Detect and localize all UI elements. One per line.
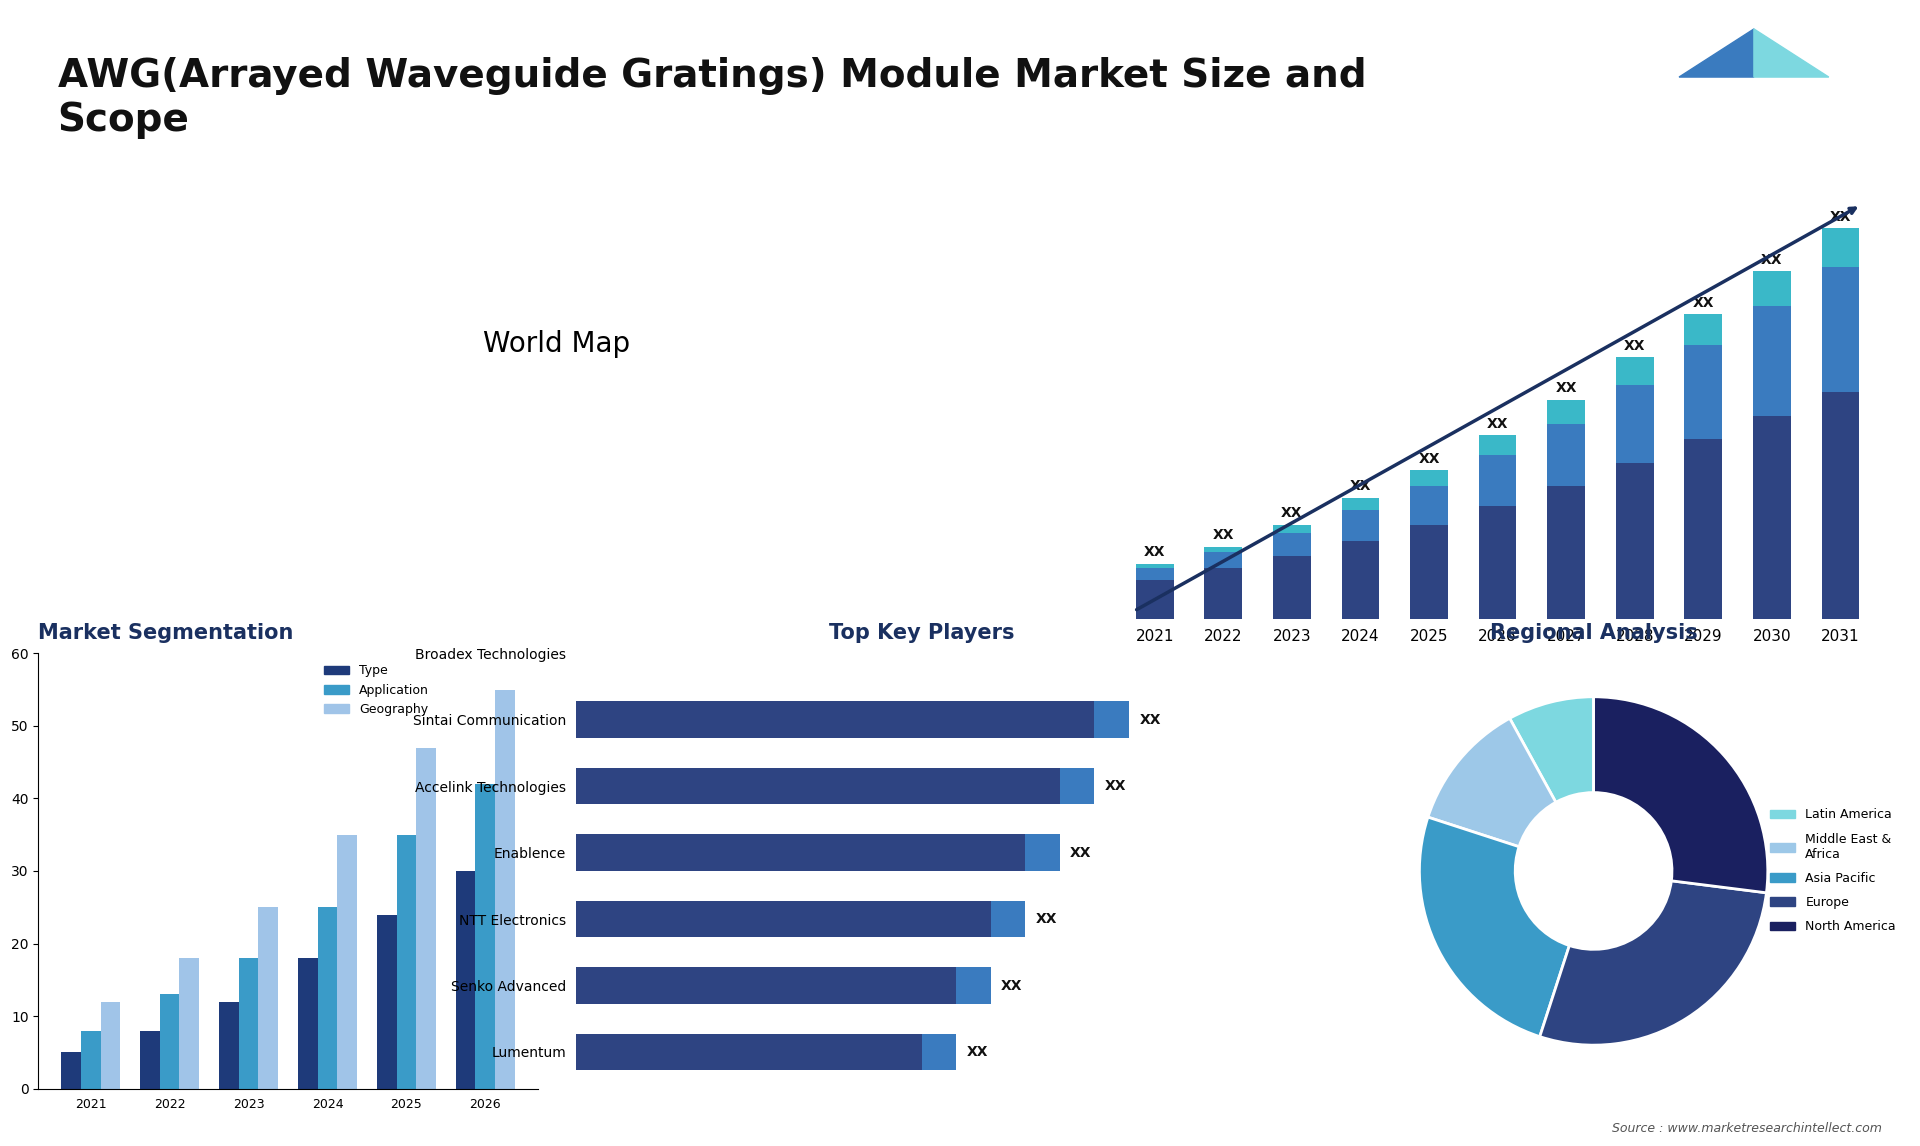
Bar [1273,525,1311,533]
Bar [1342,497,1379,510]
Bar [991,901,1025,937]
Polygon shape [1755,29,1828,77]
Text: XX: XX [1213,528,1235,542]
Bar [1684,345,1722,439]
Bar [1753,416,1791,619]
Bar [1137,564,1173,568]
Wedge shape [1428,719,1555,847]
Bar [495,690,515,1089]
Text: XX: XX [1144,545,1165,559]
Text: Market Segmentation: Market Segmentation [38,623,294,643]
Wedge shape [1509,697,1594,802]
Bar [1409,486,1448,525]
Title: Regional Analysis: Regional Analysis [1490,623,1697,643]
Bar [376,915,397,1089]
Bar [1273,533,1311,556]
Bar [576,967,956,1004]
Bar [1753,306,1791,416]
Bar [140,1030,159,1089]
Bar [61,1052,81,1089]
Bar [455,871,476,1089]
Bar [100,1002,121,1089]
Bar [1478,435,1517,455]
Text: INTELLECT: INTELLECT [1738,129,1795,140]
Text: XX: XX [1281,507,1302,520]
Bar [417,747,436,1089]
Bar [1617,358,1653,385]
Bar [1478,505,1517,619]
Text: XX: XX [1035,912,1058,926]
Text: MARKET: MARKET [1743,93,1789,102]
Bar [1060,768,1094,804]
Bar [1684,314,1722,345]
Text: XX: XX [1419,452,1440,465]
Bar [1342,510,1379,541]
Wedge shape [1419,817,1569,1037]
Wedge shape [1540,881,1766,1045]
Bar [1204,547,1242,552]
Bar [1822,228,1859,267]
Text: XX: XX [966,1045,989,1059]
Bar [576,901,991,937]
Bar [1137,568,1173,580]
Text: XX: XX [1069,846,1092,860]
Text: XX: XX [1761,252,1782,267]
Bar [1342,541,1379,619]
Text: XX: XX [1104,779,1127,793]
Bar [1822,392,1859,619]
Bar [1025,834,1060,871]
Text: XX: XX [1555,382,1576,395]
Bar [576,768,1060,804]
Bar [1548,400,1586,424]
Text: XX: XX [1693,296,1715,309]
Title: Top Key Players: Top Key Players [829,623,1014,643]
Bar [1204,552,1242,568]
Bar [1273,556,1311,619]
Bar [259,908,278,1089]
Polygon shape [1678,29,1755,77]
Bar [298,958,317,1089]
Bar [397,834,417,1089]
Legend: Latin America, Middle East &
Africa, Asia Pacific, Europe, North America: Latin America, Middle East & Africa, Asi… [1764,803,1901,939]
Bar [576,701,1094,738]
Bar [1137,580,1173,619]
Bar [338,834,357,1089]
Text: RESEARCH: RESEARCH [1738,112,1795,121]
Bar [317,908,338,1089]
Text: XX: XX [1830,210,1851,223]
Bar [1822,267,1859,392]
Bar [1753,272,1791,306]
Bar [1478,455,1517,505]
Bar [1409,471,1448,486]
Text: XX: XX [1486,417,1509,431]
Bar [1684,439,1722,619]
Bar [576,1034,922,1070]
Wedge shape [1594,697,1768,893]
Bar [922,1034,956,1070]
Bar [1409,525,1448,619]
Bar [1548,486,1586,619]
Bar [238,958,259,1089]
Bar [219,1002,238,1089]
Bar [956,967,991,1004]
Text: XX: XX [1350,479,1371,493]
Bar [1617,385,1653,463]
Bar [1094,701,1129,738]
Text: Source : www.marketresearchintellect.com: Source : www.marketresearchintellect.com [1611,1122,1882,1135]
Bar [1204,568,1242,619]
Text: XX: XX [1624,338,1645,353]
Text: AWG(Arrayed Waveguide Gratings) Module Market Size and
Scope: AWG(Arrayed Waveguide Gratings) Module M… [58,57,1367,140]
Bar [1548,424,1586,486]
Bar [179,958,200,1089]
Bar [81,1030,100,1089]
Bar [576,834,1025,871]
Legend: Type, Application, Geography: Type, Application, Geography [319,659,434,721]
Bar [159,995,179,1089]
Bar [476,784,495,1089]
Bar [1617,463,1653,619]
Text: World Map: World Map [484,330,630,358]
Text: XX: XX [1139,713,1162,727]
Text: XX: XX [1000,979,1023,992]
